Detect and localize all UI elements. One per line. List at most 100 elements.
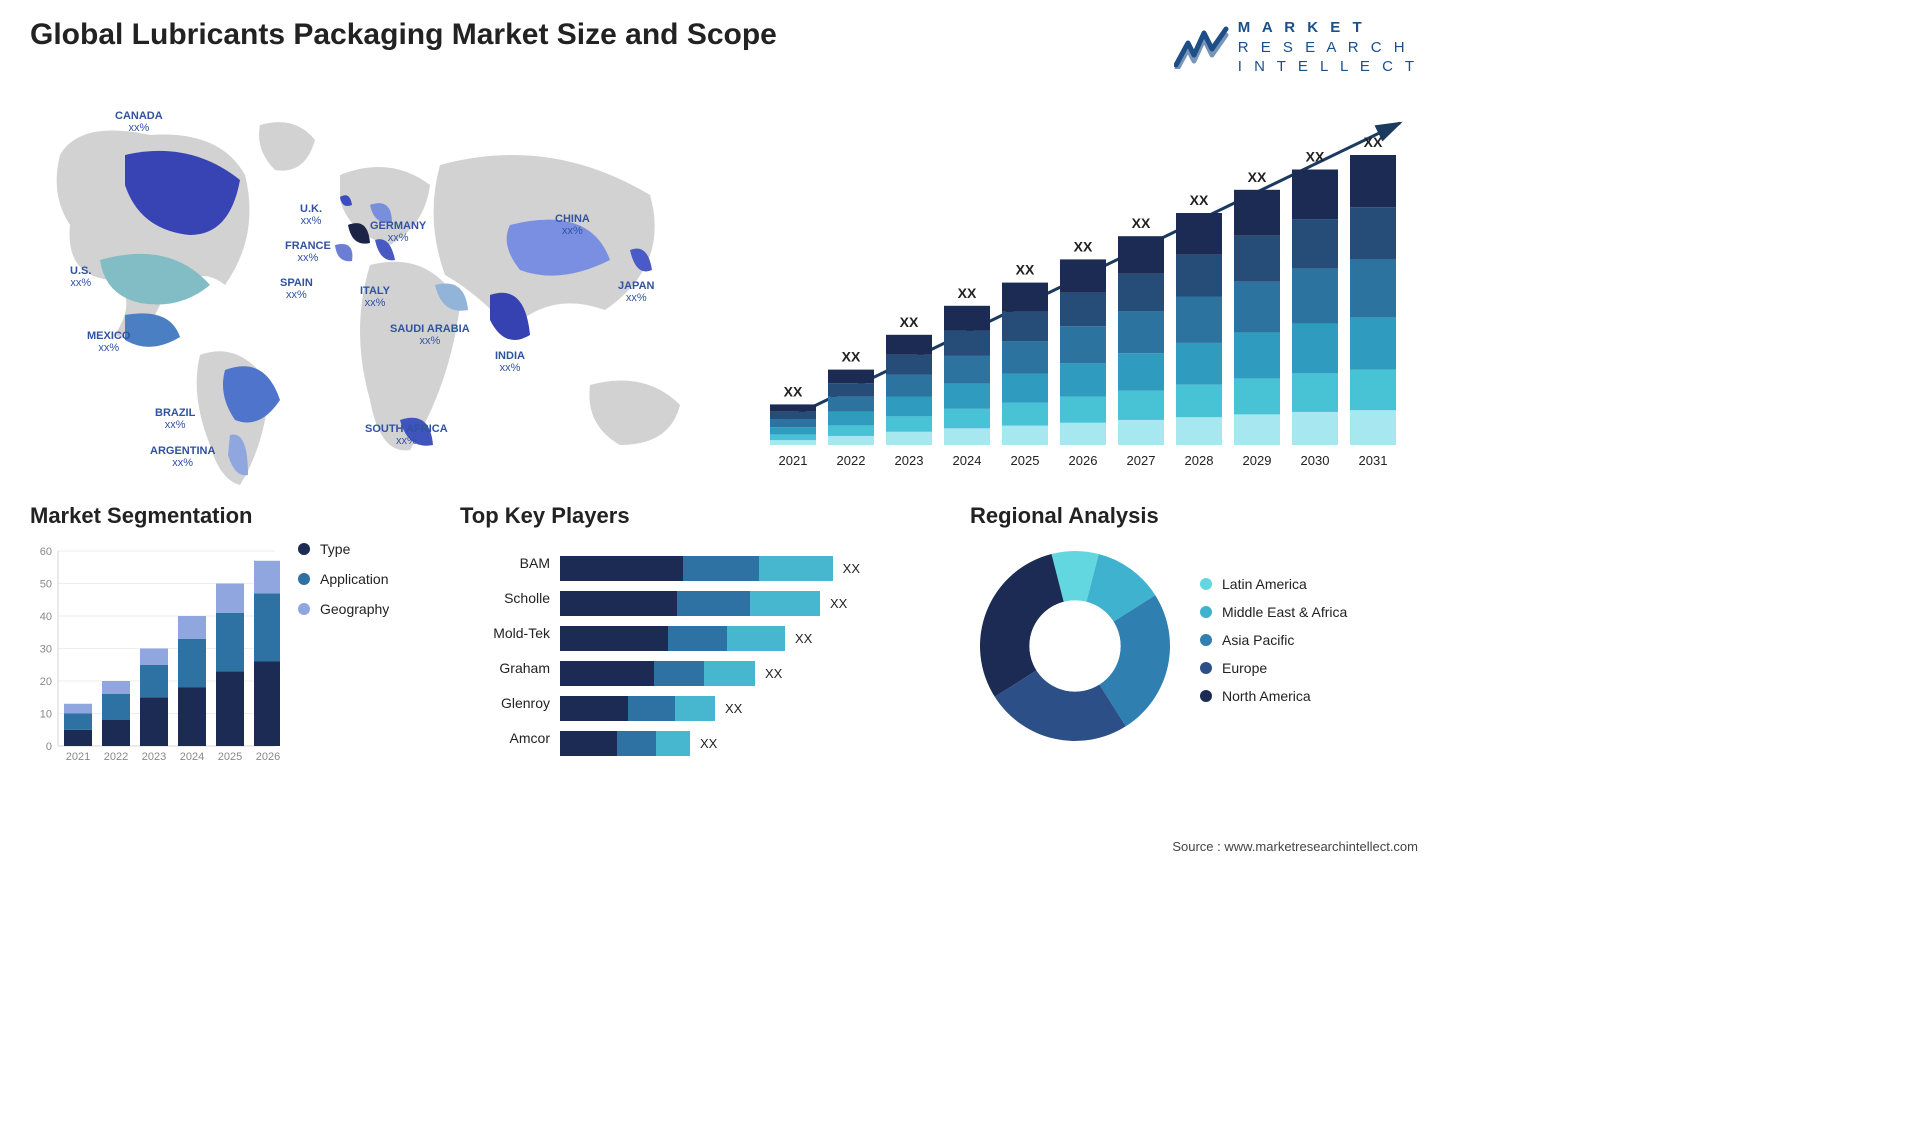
player-name: Scholle: [460, 586, 550, 621]
player-value: XX: [765, 666, 782, 681]
svg-text:2026: 2026: [256, 751, 280, 763]
svg-text:XX: XX: [958, 284, 977, 300]
map-label-france: FRANCExx%: [285, 240, 331, 265]
map-label-saudi-arabia: SAUDI ARABIAxx%: [390, 323, 470, 348]
segmentation-chart: 0102030405060202120222023202420252026: [30, 541, 280, 771]
svg-text:2028: 2028: [1185, 453, 1214, 468]
svg-text:2021: 2021: [66, 751, 90, 763]
svg-text:2024: 2024: [953, 453, 982, 468]
regional-legend-item: Asia Pacific: [1200, 632, 1347, 648]
map-label-india: INDIAxx%: [495, 350, 525, 375]
player-bar-segment: [617, 731, 656, 756]
svg-text:XX: XX: [1190, 192, 1209, 208]
svg-text:XX: XX: [900, 313, 919, 329]
player-name: Graham: [460, 656, 550, 691]
svg-text:2027: 2027: [1127, 453, 1156, 468]
player-bar-segment: [656, 731, 690, 756]
player-bar-segment: [675, 696, 715, 721]
seg-legend-item: Geography: [298, 601, 389, 617]
market-growth-chart: XX 2021 XX 2022 XX 2023 XX 2024 XX 2025 XX 2026 XX 20…: [760, 85, 1420, 485]
svg-text:XX: XX: [1248, 168, 1267, 184]
svg-text:XX: XX: [1074, 238, 1093, 254]
regional-legend-item: Latin America: [1200, 576, 1347, 592]
player-bar: [560, 696, 715, 721]
svg-text:30: 30: [40, 643, 52, 655]
player-bar-segment: [759, 556, 833, 581]
player-bar: [560, 591, 820, 616]
player-bar-row: XX: [560, 656, 860, 691]
svg-text:2029: 2029: [1243, 453, 1272, 468]
segmentation-panel: Market Segmentation 01020304050602021202…: [30, 503, 430, 771]
regional-panel: Regional Analysis Latin AmericaMiddle Ea…: [970, 503, 1418, 771]
map-label-canada: CANADAxx%: [115, 110, 163, 135]
svg-text:XX: XX: [1016, 261, 1035, 277]
map-label-u-k-: U.K.xx%: [300, 203, 322, 228]
logo-line1: M A R K E T: [1238, 18, 1418, 38]
logo-line2: R E S E A R C H: [1238, 38, 1418, 58]
map-label-argentina: ARGENTINAxx%: [150, 445, 215, 470]
regional-legend-item: Middle East & Africa: [1200, 604, 1347, 620]
logo-text: M A R K E T R E S E A R C H I N T E L L …: [1238, 18, 1418, 77]
player-value: XX: [795, 631, 812, 646]
map-label-spain: SPAINxx%: [280, 277, 313, 302]
svg-text:2026: 2026: [1069, 453, 1098, 468]
svg-text:2031: 2031: [1359, 453, 1388, 468]
svg-text:2021: 2021: [779, 453, 808, 468]
svg-text:XX: XX: [1306, 148, 1325, 164]
player-name: Mold-Tek: [460, 621, 550, 656]
player-bar-segment: [560, 556, 683, 581]
player-value: XX: [700, 736, 717, 751]
player-bar-row: XX: [560, 586, 860, 621]
map-label-mexico: MEXICOxx%: [87, 330, 130, 355]
svg-text:XX: XX: [784, 383, 803, 399]
svg-text:10: 10: [40, 708, 52, 720]
player-bar-row: XX: [560, 691, 860, 726]
svg-text:2024: 2024: [180, 751, 204, 763]
player-bar-row: XX: [560, 726, 860, 761]
svg-text:60: 60: [40, 546, 52, 558]
player-bar: [560, 661, 755, 686]
map-label-germany: GERMANYxx%: [370, 220, 426, 245]
player-value: XX: [725, 701, 742, 716]
player-value: XX: [830, 596, 847, 611]
players-panel: Top Key Players BAMScholleMold-TekGraham…: [460, 503, 940, 771]
svg-text:2022: 2022: [837, 453, 866, 468]
svg-text:0: 0: [46, 741, 52, 753]
logo: M A R K E T R E S E A R C H I N T E L L …: [1174, 18, 1418, 77]
svg-text:40: 40: [40, 611, 52, 623]
world-map: CANADAxx%U.S.xx%MEXICOxx%BRAZILxx%ARGENT…: [30, 85, 740, 485]
map-label-south-africa: SOUTH AFRICAxx%: [365, 423, 448, 448]
regional-legend: Latin America Middle East & Africa Asia Pa…: [1200, 576, 1347, 716]
player-bar-segment: [560, 731, 617, 756]
player-bar-segment: [683, 556, 759, 581]
player-bar: [560, 731, 690, 756]
player-bar: [560, 556, 833, 581]
players-title: Top Key Players: [460, 503, 940, 529]
svg-text:XX: XX: [1364, 134, 1383, 150]
segmentation-title: Market Segmentation: [30, 503, 430, 529]
player-bar-segment: [677, 591, 750, 616]
svg-text:2030: 2030: [1301, 453, 1330, 468]
svg-text:2023: 2023: [895, 453, 924, 468]
svg-text:XX: XX: [842, 348, 861, 364]
player-value: XX: [843, 561, 860, 576]
player-bar-segment: [750, 591, 820, 616]
logo-line3: I N T E L L E C T: [1238, 57, 1418, 77]
player-name: Glenroy: [460, 691, 550, 726]
player-bar-segment: [727, 626, 786, 651]
player-bar-row: XX: [560, 621, 860, 656]
regional-legend-item: Europe: [1200, 660, 1347, 676]
svg-text:2025: 2025: [1011, 453, 1040, 468]
svg-text:XX: XX: [1132, 215, 1151, 231]
player-bar: [560, 626, 785, 651]
player-bar-segment: [560, 591, 677, 616]
regional-donut: [970, 541, 1180, 751]
player-bar-segment: [560, 661, 654, 686]
player-bar-segment: [668, 626, 727, 651]
svg-text:20: 20: [40, 676, 52, 688]
map-label-brazil: BRAZILxx%: [155, 407, 195, 432]
player-name: BAM: [460, 551, 550, 586]
seg-legend-item: Application: [298, 571, 389, 587]
seg-legend-item: Type: [298, 541, 389, 557]
player-bar-segment: [704, 661, 755, 686]
